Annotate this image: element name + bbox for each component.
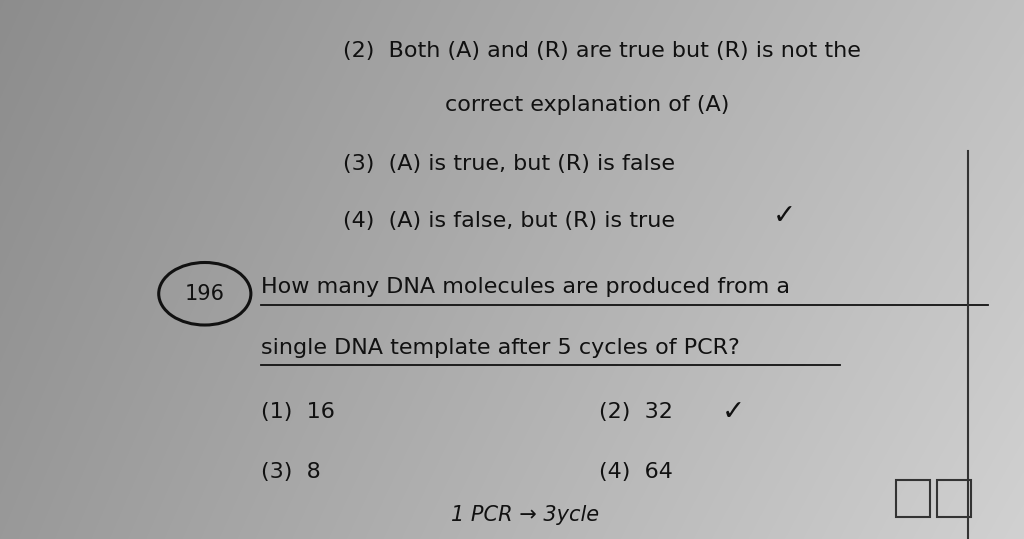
Text: (3)  8: (3) 8 xyxy=(261,461,321,482)
Text: (1)  16: (1) 16 xyxy=(261,402,335,423)
Text: (4)  (A) is false, but (R) is true: (4) (A) is false, but (R) is true xyxy=(343,211,675,231)
Text: (3)  (A) is true, but (R) is false: (3) (A) is true, but (R) is false xyxy=(343,154,675,175)
Text: single DNA template after 5 cycles of PCR?: single DNA template after 5 cycles of PC… xyxy=(261,337,740,358)
Text: ✓: ✓ xyxy=(722,398,745,426)
Text: (2)  32: (2) 32 xyxy=(599,402,673,423)
Text: 196: 196 xyxy=(184,284,225,304)
Text: (4)  64: (4) 64 xyxy=(599,461,673,482)
Text: (2)  Both (A) and (R) are true but (R) is not the: (2) Both (A) and (R) are true but (R) is… xyxy=(343,41,861,61)
Text: 1 PCR → 3ycle: 1 PCR → 3ycle xyxy=(451,505,599,525)
Text: ✓: ✓ xyxy=(773,202,797,230)
Text: correct explanation of (A): correct explanation of (A) xyxy=(445,95,730,115)
Text: How many DNA molecules are produced from a: How many DNA molecules are produced from… xyxy=(261,277,791,297)
